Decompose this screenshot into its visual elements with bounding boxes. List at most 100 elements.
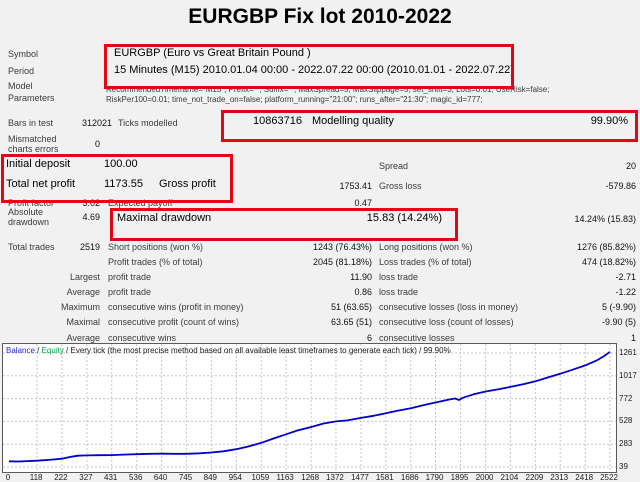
average-consecutive-label: Average [66, 333, 100, 343]
gross-profit-label: Gross profit [159, 178, 216, 190]
net-profit-label: Total net profit [6, 178, 76, 190]
parameters-label: Parameters [8, 93, 55, 103]
short-positions-value: 1243 (76.43%) [312, 242, 372, 252]
y-tick-label: 772 [619, 393, 633, 403]
legend-balance: Balance [6, 346, 35, 355]
gross-loss-label: Gross loss [379, 181, 422, 191]
profit-factor-value: 3.02 [82, 198, 100, 208]
maximal-consecutive-loss-value: -9.90 (5) [601, 317, 636, 327]
legend-model-text: / Every tick (the most precise method ba… [63, 346, 451, 355]
period-label: Period [8, 66, 35, 76]
quality-label: Modelling quality [312, 115, 394, 127]
mismatched-value: 0 [94, 139, 100, 149]
expected-payoff-value: 0.47 [354, 198, 372, 208]
parameters-line1: RecommendedTimeframe="M15"; Prefix=""; S… [106, 85, 550, 94]
x-tick-label: 1268 [301, 473, 320, 482]
y-tick-label: 1017 [619, 370, 637, 380]
balance-chart-canvas [3, 344, 616, 472]
x-tick-label: 2000 [475, 473, 494, 482]
symbol-value: EURGBP (Euro vs Great Britain Pound ) [114, 47, 311, 59]
ticks-value: 10863716 [253, 115, 302, 127]
average-loss-trade-value: -1.22 [615, 287, 636, 297]
x-tick-label: 431 [104, 473, 118, 482]
loss-trades-label: Loss trades (% of total) [379, 257, 472, 267]
initial-deposit-label: Initial deposit [6, 158, 71, 170]
x-tick-label: 1790 [425, 473, 444, 482]
average-consecutive-wins-label: consecutive wins [108, 333, 177, 343]
mismatched-label-line2: charts errors [8, 144, 59, 154]
initial-deposit-value: 100.00 [104, 158, 138, 170]
bars-label: Bars in test [8, 118, 54, 128]
legend-equity: Equity [41, 346, 64, 355]
x-tick-label: 0 [5, 473, 11, 482]
maximum-label: Maximum [60, 302, 100, 312]
legend-separator: / [34, 346, 42, 355]
x-tick-label: 1163 [276, 473, 294, 482]
absolute-drawdown-label-line2: drawdown [8, 217, 50, 227]
largest-profit-trade-label: profit trade [108, 272, 152, 282]
x-tick-label: 745 [178, 473, 193, 482]
max-consecutive-losses-label: consecutive losses (loss in money) [379, 302, 519, 312]
gross-loss-value: -579.86 [605, 181, 636, 191]
x-tick-label: 2104 [500, 473, 519, 482]
x-tick-label: 1686 [400, 473, 419, 482]
relative-drawdown-value: 14.24% (15.83) [574, 214, 636, 224]
average-consecutive-losses-value: 1 [630, 333, 636, 343]
x-tick-label: 118 [29, 473, 43, 482]
long-positions-label: Long positions (won %) [379, 242, 473, 252]
period-value: 15 Minutes (M15) 2010.01.04 00:00 - 2022… [114, 64, 514, 76]
spread-label: Spread [379, 161, 409, 171]
x-tick-label: 954 [228, 473, 243, 482]
x-tick-label: 536 [129, 473, 143, 482]
profit-factor-label: Profit factor [8, 198, 55, 208]
parameters-line2: RiskPer100=0.01; time_not_trade_on=false… [106, 95, 483, 104]
chart-legend: Balance / Equity / Every tick (the most … [6, 346, 451, 355]
spread-value: 20 [625, 161, 636, 171]
y-tick-label: 528 [619, 416, 633, 426]
expected-payoff-label: Expected payoff [108, 198, 173, 208]
model-label: Model [8, 81, 33, 91]
x-tick-label: 2522 [600, 473, 618, 482]
gross-profit-value: 1753.41 [339, 181, 372, 191]
absolute-drawdown-label-line1: Absolute [8, 207, 44, 217]
max-consecutive-losses-value: 5 (-9.90) [601, 302, 636, 312]
y-tick-label: 283 [619, 439, 633, 449]
x-tick-label: 222 [54, 473, 68, 482]
max-consecutive-wins-label: consecutive wins (profit in money) [108, 302, 244, 312]
x-tick-label: 2313 [550, 473, 569, 482]
long-positions-value: 1276 (85.82%) [576, 242, 636, 252]
largest-label: Largest [69, 272, 100, 282]
total-trades-value: 2519 [79, 242, 100, 252]
x-tick-label: 1059 [251, 473, 270, 482]
ticks-label: Ticks modelled [118, 118, 178, 128]
x-tick-label: 1477 [351, 473, 369, 482]
largest-profit-trade-value: 11.90 [350, 272, 372, 282]
max-consecutive-wins-value: 51 (63.65) [330, 302, 372, 312]
maximal-drawdown-value: 15.83 (14.24%) [366, 212, 442, 224]
absolute-drawdown-value: 4.69 [82, 212, 100, 222]
maximal-consecutive-profit-value: 63.65 (51) [330, 317, 372, 327]
bars-value: 312021 [81, 118, 112, 128]
x-tick-label: 1581 [375, 473, 394, 482]
profit-trades-value: 2045 (81.18%) [312, 257, 372, 267]
maximal-label: Maximal [66, 317, 100, 327]
x-tick-label: 1895 [450, 473, 469, 482]
short-positions-label: Short positions (won %) [108, 242, 204, 252]
total-trades-label: Total trades [8, 242, 55, 252]
largest-loss-trade-label: loss trade [379, 272, 419, 282]
maximal-drawdown-label: Maximal drawdown [117, 212, 212, 224]
y-tick-label: 39 [619, 462, 628, 471]
balance-chart [2, 343, 617, 473]
symbol-label: Symbol [8, 49, 39, 59]
net-profit-value: 1173.55 [104, 178, 143, 190]
profit-trades-label: Profit trades (% of total) [108, 257, 203, 267]
mismatched-label-line1: Mismatched [8, 134, 57, 144]
average-profit-trade-value: 0.86 [354, 287, 372, 297]
x-tick-label: 849 [203, 473, 217, 482]
average-consecutive-wins-value: 6 [366, 333, 372, 343]
x-tick-label: 2209 [525, 473, 544, 482]
maximal-consecutive-loss-label: consecutive loss (count of losses) [379, 317, 514, 327]
largest-loss-trade-value: -2.71 [615, 272, 636, 282]
x-tick-label: 2418 [575, 473, 594, 482]
